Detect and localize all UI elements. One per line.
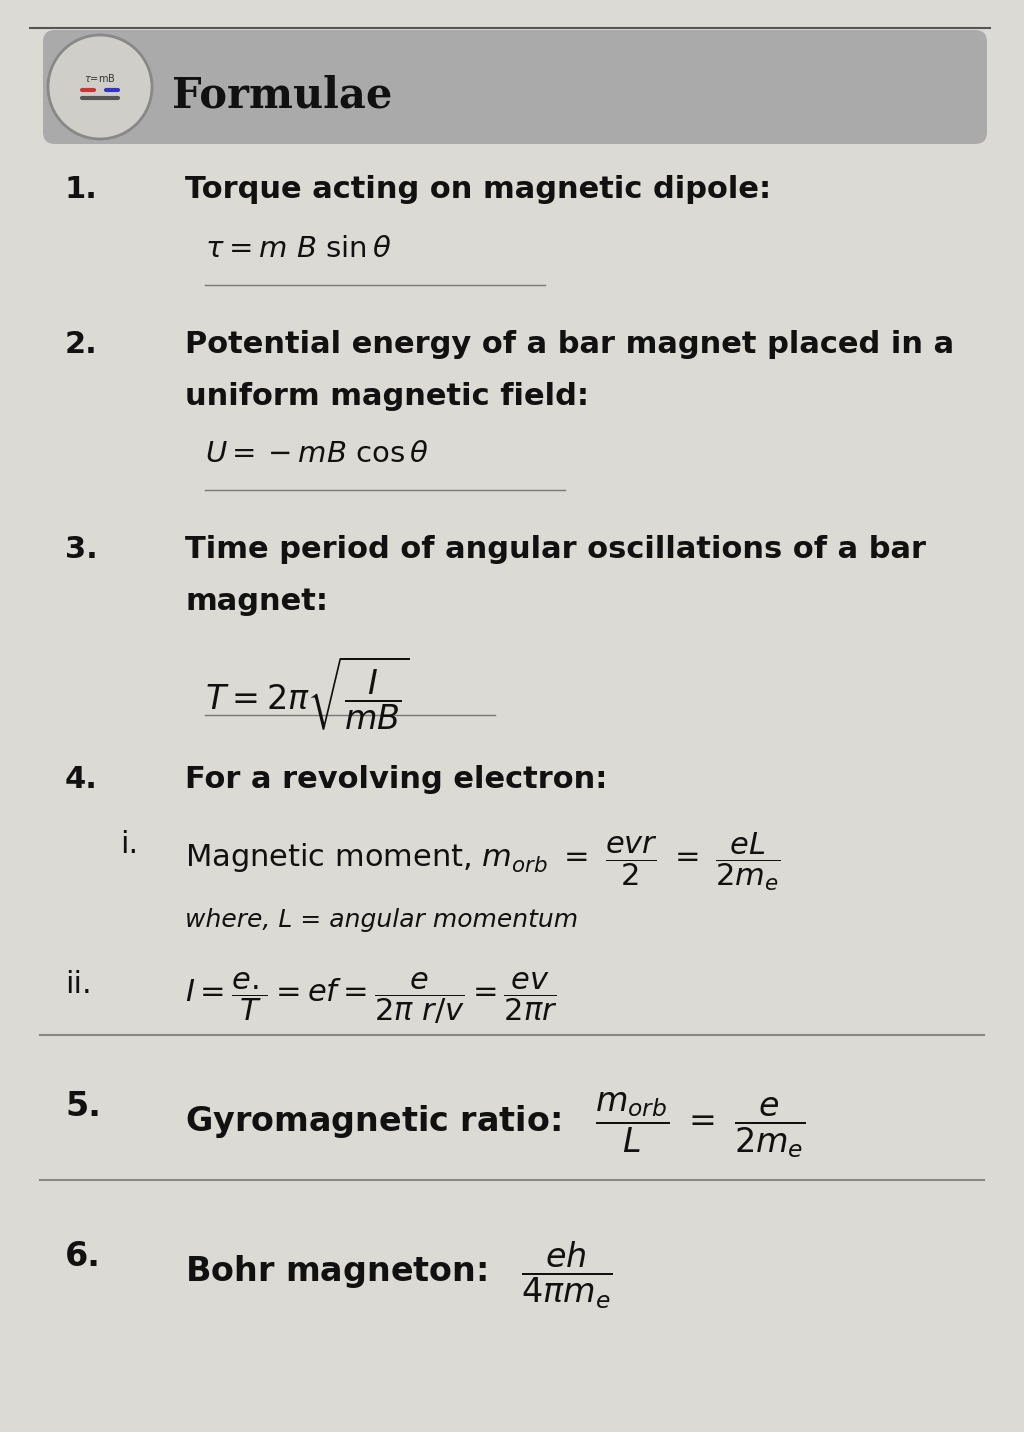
Text: 3.: 3. xyxy=(65,536,97,564)
Text: Potential energy of a bar magnet placed in a: Potential energy of a bar magnet placed … xyxy=(185,329,954,359)
Text: Magnetic moment, $m_{orb}\ =\ \dfrac{evr}{2}\ =\ \dfrac{eL}{2m_e}$: Magnetic moment, $m_{orb}\ =\ \dfrac{evr… xyxy=(185,831,780,892)
Text: 4.: 4. xyxy=(65,765,98,793)
Circle shape xyxy=(48,34,152,139)
Text: Formulae: Formulae xyxy=(172,74,392,117)
Text: i.: i. xyxy=(120,831,138,859)
Text: 5.: 5. xyxy=(65,1090,101,1123)
FancyBboxPatch shape xyxy=(43,30,987,145)
Text: For a revolving electron:: For a revolving electron: xyxy=(185,765,607,793)
Text: ii.: ii. xyxy=(65,969,91,1000)
Text: where, L = angular momentum: where, L = angular momentum xyxy=(185,908,579,932)
Text: magnet:: magnet: xyxy=(185,587,328,616)
Text: $T = 2\pi\sqrt{\dfrac{I}{mB}}$: $T = 2\pi\sqrt{\dfrac{I}{mB}}$ xyxy=(205,654,410,732)
Text: Gyromagnetic ratio:$\quad\dfrac{m_{orb}}{L}\ =\ \dfrac{e}{2m_e}$: Gyromagnetic ratio:$\quad\dfrac{m_{orb}}… xyxy=(185,1090,805,1160)
Text: $\tau$=mB: $\tau$=mB xyxy=(84,72,116,84)
Text: $I = \dfrac{e.}{T} = ef = \dfrac{e}{2\pi\ r/v} = \dfrac{ev}{2\pi r}$: $I = \dfrac{e.}{T} = ef = \dfrac{e}{2\pi… xyxy=(185,969,558,1025)
Text: 6.: 6. xyxy=(65,1240,101,1273)
Text: 2.: 2. xyxy=(65,329,97,359)
Text: $\tau = m\ B\ \sin\theta$: $\tau = m\ B\ \sin\theta$ xyxy=(205,235,391,263)
Text: $U = -mB\ \cos\theta$: $U = -mB\ \cos\theta$ xyxy=(205,440,429,468)
Text: Time period of angular oscillations of a bar: Time period of angular oscillations of a… xyxy=(185,536,926,564)
Text: Bohr magneton:$\quad\dfrac{eh}{4\pi m_e}$: Bohr magneton:$\quad\dfrac{eh}{4\pi m_e}… xyxy=(185,1240,612,1312)
Text: Torque acting on magnetic dipole:: Torque acting on magnetic dipole: xyxy=(185,175,771,203)
Text: uniform magnetic field:: uniform magnetic field: xyxy=(185,382,589,411)
Text: 1.: 1. xyxy=(65,175,98,203)
